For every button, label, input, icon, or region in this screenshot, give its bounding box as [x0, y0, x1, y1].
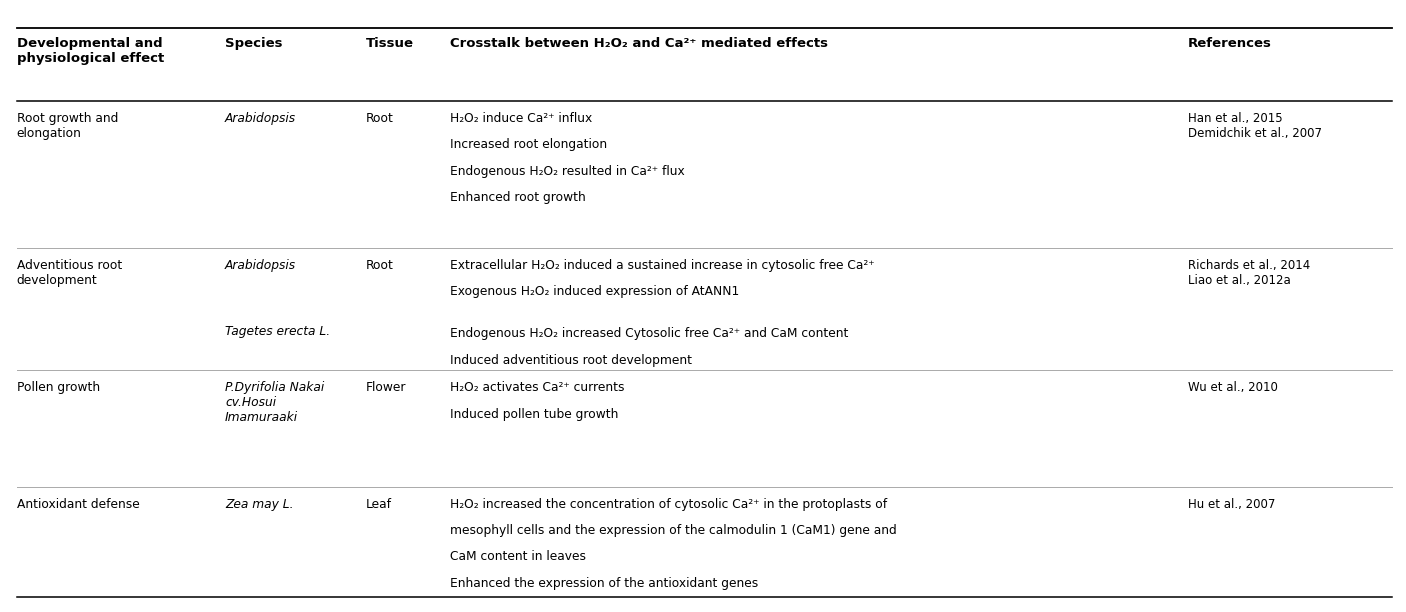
Text: Han et al., 2015
Demidchik et al., 2007: Han et al., 2015 Demidchik et al., 2007 [1188, 112, 1322, 140]
Text: Richards et al., 2014
Liao et al., 2012a: Richards et al., 2014 Liao et al., 2012a [1188, 259, 1310, 287]
Text: Induced pollen tube growth: Induced pollen tube growth [450, 408, 619, 420]
Text: Increased root elongation: Increased root elongation [450, 138, 607, 151]
Text: Arabidopsis: Arabidopsis [225, 259, 297, 272]
Text: Endogenous H₂O₂ resulted in Ca²⁺ flux: Endogenous H₂O₂ resulted in Ca²⁺ flux [450, 165, 685, 177]
Text: Zea may L.: Zea may L. [225, 498, 294, 510]
Text: H₂O₂ induce Ca²⁺ influx: H₂O₂ induce Ca²⁺ influx [450, 112, 592, 125]
Text: Tissue: Tissue [366, 37, 413, 50]
Text: Antioxidant defense: Antioxidant defense [17, 498, 139, 510]
Text: Enhanced the expression of the antioxidant genes: Enhanced the expression of the antioxida… [450, 577, 758, 589]
Text: Endogenous H₂O₂ increased Cytosolic free Ca²⁺ and CaM content: Endogenous H₂O₂ increased Cytosolic free… [450, 327, 848, 340]
Text: Tagetes erecta L.: Tagetes erecta L. [225, 324, 330, 338]
Text: H₂O₂ increased the concentration of cytosolic Ca²⁺ in the protoplasts of: H₂O₂ increased the concentration of cyto… [450, 498, 887, 510]
Text: H₂O₂ activates Ca²⁺ currents: H₂O₂ activates Ca²⁺ currents [450, 381, 624, 394]
Text: Leaf: Leaf [366, 498, 391, 510]
Text: Enhanced root growth: Enhanced root growth [450, 191, 586, 204]
Text: Arabidopsis: Arabidopsis [225, 112, 297, 125]
Text: Root growth and
elongation: Root growth and elongation [17, 112, 118, 140]
Text: Exogenous H₂O₂ induced expression of AtANN1: Exogenous H₂O₂ induced expression of AtA… [450, 285, 740, 298]
Text: Wu et al., 2010: Wu et al., 2010 [1188, 381, 1278, 394]
Text: Hu et al., 2007: Hu et al., 2007 [1188, 498, 1275, 510]
Text: P.Dyrifolia Nakai
cv.Hosui
Imamuraaki: P.Dyrifolia Nakai cv.Hosui Imamuraaki [225, 381, 325, 424]
Text: Pollen growth: Pollen growth [17, 381, 100, 394]
Text: Induced adventitious root development: Induced adventitious root development [450, 354, 692, 367]
Text: References: References [1188, 37, 1272, 50]
Text: Root: Root [366, 259, 394, 272]
Text: Crosstalk between H₂O₂ and Ca²⁺ mediated effects: Crosstalk between H₂O₂ and Ca²⁺ mediated… [450, 37, 828, 50]
Text: Adventitious root
development: Adventitious root development [17, 259, 122, 287]
Text: Species: Species [225, 37, 283, 50]
Text: Extracellular H₂O₂ induced a sustained increase in cytosolic free Ca²⁺: Extracellular H₂O₂ induced a sustained i… [450, 259, 875, 272]
Text: mesophyll cells and the expression of the calmodulin 1 (CaM1) gene and: mesophyll cells and the expression of th… [450, 524, 897, 537]
Text: Root: Root [366, 112, 394, 125]
Text: CaM content in leaves: CaM content in leaves [450, 550, 586, 563]
Text: Flower: Flower [366, 381, 406, 394]
Text: Developmental and
physiological effect: Developmental and physiological effect [17, 37, 165, 65]
